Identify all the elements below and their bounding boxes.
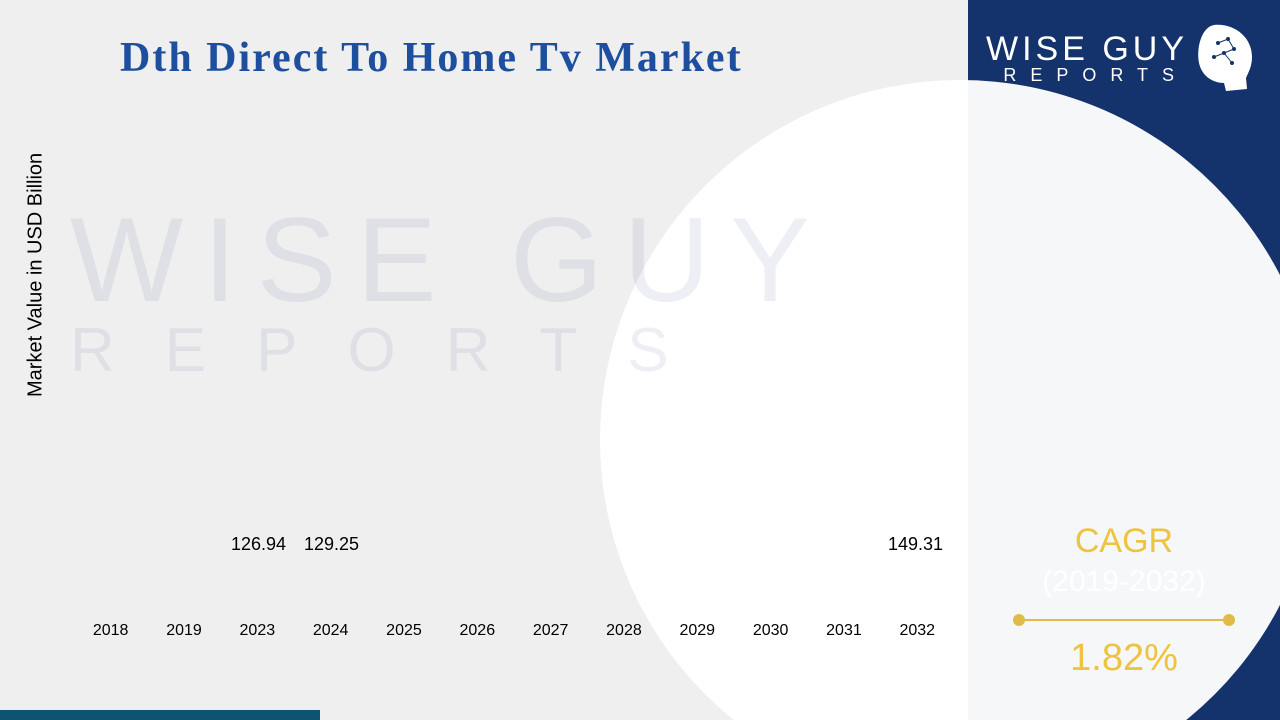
bar-value-label: 129.25: [304, 534, 359, 555]
y-axis-label: Market Value in USD Billion: [25, 153, 48, 397]
brand-logo: WISE GUY REPORTS: [986, 18, 1256, 98]
page-root: WISE GUY REPORTS WISE GUY REPORTS Dth Di…: [0, 0, 1280, 720]
x-tick-label: 2025: [377, 622, 430, 640]
x-tick-label: 2027: [524, 622, 577, 640]
logo-line2: REPORTS: [986, 66, 1188, 84]
logo-line1: WISE GUY: [986, 30, 1188, 68]
x-tick-label: 2024: [304, 622, 357, 640]
x-tick-label: 2019: [157, 622, 210, 640]
cagr-block: CAGR (2019-2032) 1.82%: [968, 522, 1280, 680]
cagr-period: (2019-2032): [968, 565, 1280, 599]
x-tick-label: 2023: [231, 622, 284, 640]
x-tick-label: 2030: [744, 622, 797, 640]
x-tick-label: 2018: [84, 622, 137, 640]
x-tick-label: 2031: [817, 622, 870, 640]
cagr-value: 1.82%: [968, 637, 1280, 680]
x-tick-label: 2028: [597, 622, 650, 640]
bar-chart: Market Value in USD Billion 126.94129.25…: [30, 182, 950, 612]
cagr-divider: [1019, 619, 1229, 621]
cagr-label: CAGR: [968, 522, 1280, 561]
plot-area: 126.94 129.25 149.31: [84, 182, 944, 562]
footer-accent-bar: [0, 710, 320, 720]
x-axis: 2018 2019 2023 2024 2025 2026 2027 2028 2029 2030…: [84, 622, 944, 640]
x-tick-label: 2032: [891, 622, 944, 640]
bar-value-label: 126.94: [231, 534, 286, 555]
head-silhouette-icon: [1194, 23, 1254, 93]
chart-title: Dth Direct To Home Tv Market: [120, 34, 743, 82]
bars-container: 126.94 129.25 149.31: [84, 182, 944, 561]
bar-value-label: 149.31: [888, 534, 943, 555]
x-tick-label: 2029: [671, 622, 724, 640]
x-tick-label: 2026: [451, 622, 504, 640]
